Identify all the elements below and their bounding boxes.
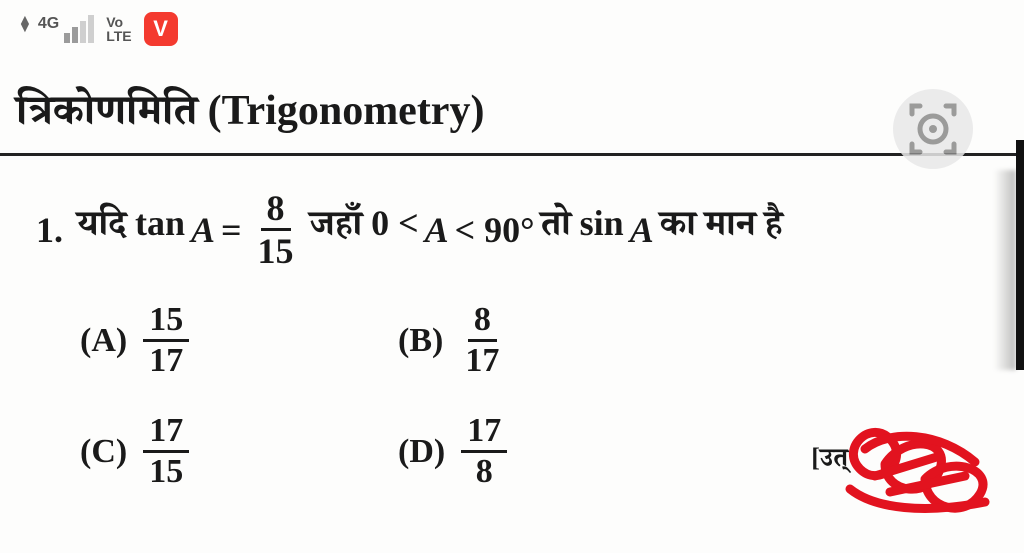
opt-d-num: 17 [461,414,507,453]
option-label: (A) [80,322,127,360]
page-edge-dark [1016,140,1024,370]
question-1: 1. यदि tan A = 8 15 जहाँ 0 < A < 90° तो … [0,156,1024,269]
option-d: (D) 17 8 [398,414,676,489]
q-text-mid: जहाँ 0 < [310,202,419,258]
q-tail: का मान है [660,202,783,258]
q-var-a3: A [630,209,654,251]
opt-b-num: 8 [468,303,497,342]
option-fraction: 17 8 [461,414,507,489]
q-fraction: 8 15 [252,190,300,269]
opt-d-den: 8 [470,453,499,489]
camera-focus-icon[interactable] [890,86,976,177]
option-label: (D) [398,433,445,471]
q-var-a1: A [191,209,215,251]
q-frac-num: 8 [261,190,291,231]
option-label: (B) [398,322,443,360]
option-label: (C) [80,433,127,471]
q-var-a2: A [425,209,449,251]
opt-a-num: 15 [143,303,189,342]
option-a: (A) 15 17 [80,303,358,378]
q-frac-den: 15 [252,231,300,269]
network-label: 4G [38,15,59,33]
q-lt90: < 90° [455,209,535,251]
option-fraction: 15 17 [143,303,189,378]
app-badge-icon: V [144,12,178,46]
options-grid: (A) 15 17 (B) 8 17 (C) 17 15 (D) 17 8 [0,269,720,489]
data-arrows-icon: ▲▼ [18,15,32,31]
option-fraction: 17 15 [143,414,189,489]
status-bar: ▲▼ 4G Vo LTE V [0,0,1024,46]
opt-c-den: 15 [143,453,189,489]
opt-a-den: 17 [143,342,189,378]
chapter-heading: त्रिकोणमिति (Trigonometry) [12,86,890,151]
option-fraction: 8 17 [459,303,505,378]
app-badge-letter: V [153,16,168,42]
page-edge-shadow [994,170,1016,370]
volte-bottom: LTE [106,29,131,43]
question-number: 1. [36,209,63,251]
signal-indicator: ▲▼ 4G [18,15,94,43]
signal-bars-icon [64,15,94,43]
opt-b-den: 17 [459,342,505,378]
q-text-1: यदि tan [77,202,185,258]
heading-row: त्रिकोणमिति (Trigonometry) [0,86,1024,151]
opt-c-num: 17 [143,414,189,453]
q-eq: = [221,209,242,251]
volte-top: Vo [106,15,131,29]
volte-icon: Vo LTE [106,15,131,43]
option-b: (B) 8 17 [398,303,676,378]
red-scribble-icon [830,414,1000,529]
option-c: (C) 17 15 [80,414,358,489]
q-after: तो sin [541,202,624,258]
